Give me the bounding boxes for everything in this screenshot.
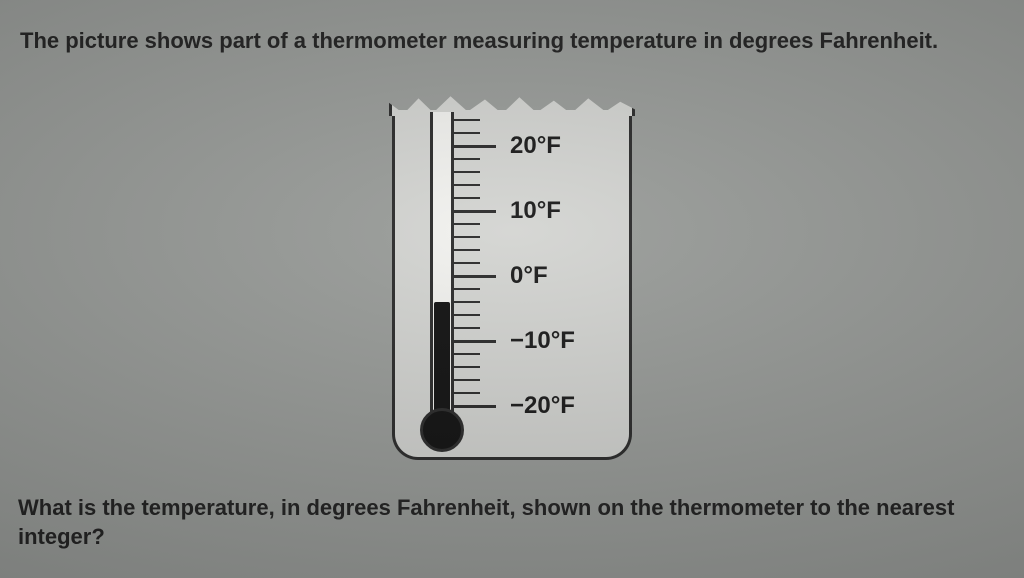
tick-minor <box>454 262 480 264</box>
tick-minor <box>454 132 480 134</box>
tick-minor <box>454 366 480 368</box>
tick-minor <box>454 353 480 355</box>
tick-minor <box>454 197 480 199</box>
tick-minor <box>454 119 480 121</box>
question-prompt-text: What is the temperature, in degrees Fahr… <box>18 493 984 552</box>
tick-major <box>454 405 496 408</box>
tick-minor <box>454 158 480 160</box>
tick-minor <box>454 171 480 173</box>
thermometer-figure: 20°F 10°F 0°F −10°F −20°F <box>392 110 632 470</box>
thermometer-mercury <box>434 302 450 424</box>
tick-minor <box>454 301 480 303</box>
tick-minor <box>454 236 480 238</box>
tick-minor <box>454 379 480 381</box>
tick-major <box>454 210 496 213</box>
question-intro-text: The picture shows part of a thermometer … <box>20 26 984 56</box>
scale-label: 20°F <box>510 132 561 160</box>
thermometer-scale <box>454 110 514 470</box>
tick-minor <box>454 314 480 316</box>
tick-minor <box>454 184 480 186</box>
tick-minor <box>454 392 480 394</box>
tick-major <box>454 340 496 343</box>
tick-minor <box>454 327 480 329</box>
tick-major <box>454 145 496 148</box>
scale-label: 10°F <box>510 197 561 225</box>
tick-minor <box>454 249 480 251</box>
scale-label: 0°F <box>510 262 548 290</box>
tick-minor <box>454 223 480 225</box>
tick-major <box>454 275 496 278</box>
scale-label: −10°F <box>510 327 575 355</box>
scale-label: −20°F <box>510 392 575 420</box>
tick-minor <box>454 288 480 290</box>
